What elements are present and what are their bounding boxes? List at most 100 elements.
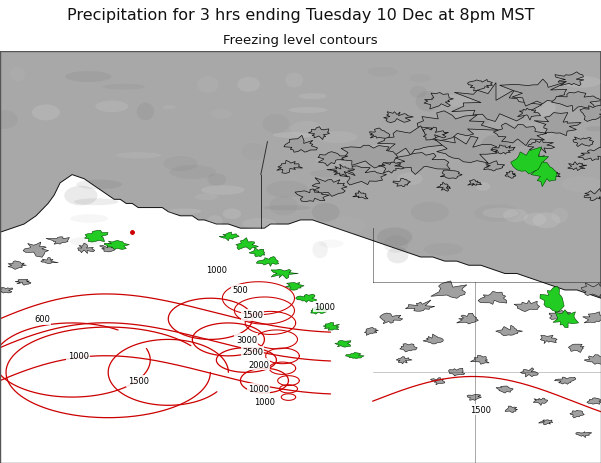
- Polygon shape: [549, 173, 560, 179]
- Polygon shape: [436, 183, 451, 192]
- Polygon shape: [441, 171, 462, 179]
- Polygon shape: [578, 148, 601, 161]
- Polygon shape: [570, 410, 584, 418]
- Ellipse shape: [285, 74, 303, 88]
- Polygon shape: [528, 140, 555, 154]
- Ellipse shape: [237, 78, 260, 93]
- Ellipse shape: [163, 157, 198, 172]
- Polygon shape: [484, 162, 505, 172]
- Ellipse shape: [169, 166, 216, 180]
- Ellipse shape: [65, 72, 112, 83]
- Polygon shape: [423, 128, 447, 141]
- Polygon shape: [296, 294, 317, 303]
- Ellipse shape: [313, 242, 328, 259]
- Polygon shape: [256, 257, 279, 267]
- Ellipse shape: [207, 174, 226, 187]
- Polygon shape: [540, 336, 557, 344]
- Polygon shape: [555, 73, 584, 87]
- Polygon shape: [15, 280, 31, 286]
- Polygon shape: [0, 52, 601, 299]
- Ellipse shape: [503, 209, 528, 223]
- Polygon shape: [78, 244, 95, 254]
- Polygon shape: [318, 152, 348, 167]
- Ellipse shape: [429, 95, 472, 108]
- Ellipse shape: [195, 194, 218, 201]
- Polygon shape: [219, 232, 239, 241]
- Polygon shape: [451, 83, 542, 122]
- Polygon shape: [505, 406, 517, 413]
- Ellipse shape: [316, 156, 346, 165]
- Polygon shape: [335, 341, 351, 347]
- Ellipse shape: [162, 106, 176, 110]
- Ellipse shape: [223, 209, 241, 219]
- Polygon shape: [471, 356, 489, 364]
- Ellipse shape: [70, 238, 102, 247]
- Ellipse shape: [290, 122, 323, 138]
- Ellipse shape: [52, 208, 91, 227]
- Ellipse shape: [103, 85, 145, 90]
- Polygon shape: [423, 334, 443, 344]
- Polygon shape: [573, 138, 594, 147]
- Ellipse shape: [32, 105, 59, 121]
- Polygon shape: [295, 189, 329, 202]
- Ellipse shape: [207, 216, 222, 228]
- Text: Precipitation for 3 hrs ending Tuesday 10 Dec at 8pm MST: Precipitation for 3 hrs ending Tuesday 1…: [67, 8, 534, 23]
- Text: 1000: 1000: [206, 265, 227, 274]
- Ellipse shape: [552, 208, 568, 224]
- Ellipse shape: [499, 143, 542, 147]
- Polygon shape: [540, 287, 564, 313]
- Ellipse shape: [387, 247, 409, 264]
- Polygon shape: [478, 292, 507, 305]
- Ellipse shape: [481, 136, 508, 154]
- Polygon shape: [285, 283, 304, 290]
- Polygon shape: [340, 167, 386, 186]
- Text: 1500: 1500: [128, 376, 148, 385]
- Polygon shape: [431, 282, 467, 299]
- Ellipse shape: [74, 199, 118, 206]
- Polygon shape: [393, 179, 410, 187]
- Polygon shape: [468, 180, 481, 187]
- Polygon shape: [514, 300, 540, 312]
- Text: 1000: 1000: [248, 384, 269, 394]
- Text: 1000: 1000: [314, 302, 335, 311]
- Ellipse shape: [317, 132, 358, 144]
- Polygon shape: [568, 163, 587, 171]
- Polygon shape: [520, 368, 538, 377]
- Ellipse shape: [410, 202, 449, 223]
- Polygon shape: [236, 238, 258, 250]
- Ellipse shape: [371, 145, 410, 150]
- Polygon shape: [576, 432, 592, 438]
- Polygon shape: [552, 93, 601, 113]
- Polygon shape: [553, 310, 579, 328]
- Polygon shape: [505, 172, 516, 179]
- Text: 1500: 1500: [242, 311, 263, 319]
- Ellipse shape: [145, 239, 172, 244]
- Text: 1000: 1000: [68, 351, 88, 361]
- Polygon shape: [549, 310, 571, 321]
- Polygon shape: [468, 80, 493, 92]
- Polygon shape: [311, 307, 331, 314]
- Polygon shape: [249, 248, 265, 257]
- Polygon shape: [534, 113, 581, 136]
- Text: 600: 600: [34, 315, 50, 324]
- Ellipse shape: [116, 153, 161, 159]
- Polygon shape: [584, 189, 601, 201]
- Polygon shape: [41, 258, 58, 264]
- Ellipse shape: [410, 87, 427, 99]
- Polygon shape: [380, 313, 403, 324]
- Polygon shape: [496, 325, 523, 336]
- Ellipse shape: [64, 186, 97, 206]
- Polygon shape: [584, 355, 601, 364]
- Polygon shape: [23, 243, 49, 258]
- Polygon shape: [396, 357, 412, 364]
- Polygon shape: [581, 283, 601, 297]
- Polygon shape: [511, 148, 549, 175]
- Ellipse shape: [383, 236, 408, 253]
- Ellipse shape: [310, 170, 347, 178]
- Ellipse shape: [76, 180, 122, 190]
- Polygon shape: [364, 328, 379, 336]
- Ellipse shape: [266, 181, 308, 198]
- Ellipse shape: [416, 92, 441, 112]
- Polygon shape: [569, 344, 584, 353]
- Polygon shape: [85, 231, 108, 243]
